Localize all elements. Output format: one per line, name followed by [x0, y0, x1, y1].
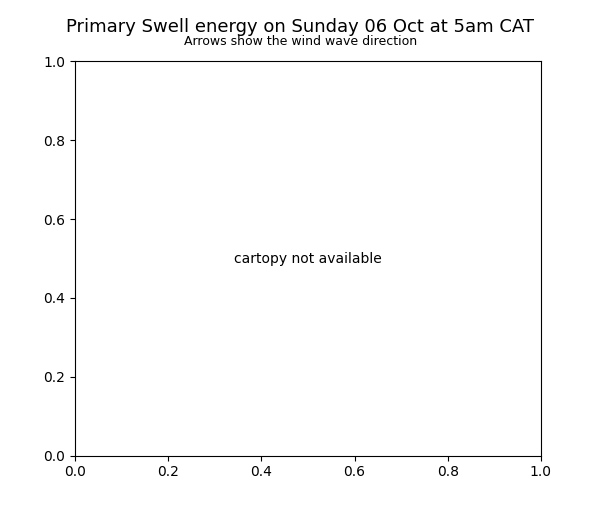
- Text: Primary Swell energy on Sunday 06 Oct at 5am CAT: Primary Swell energy on Sunday 06 Oct at…: [67, 18, 534, 36]
- Text: cartopy not available: cartopy not available: [234, 251, 382, 266]
- Text: Arrows show the wind wave direction: Arrows show the wind wave direction: [184, 35, 417, 48]
